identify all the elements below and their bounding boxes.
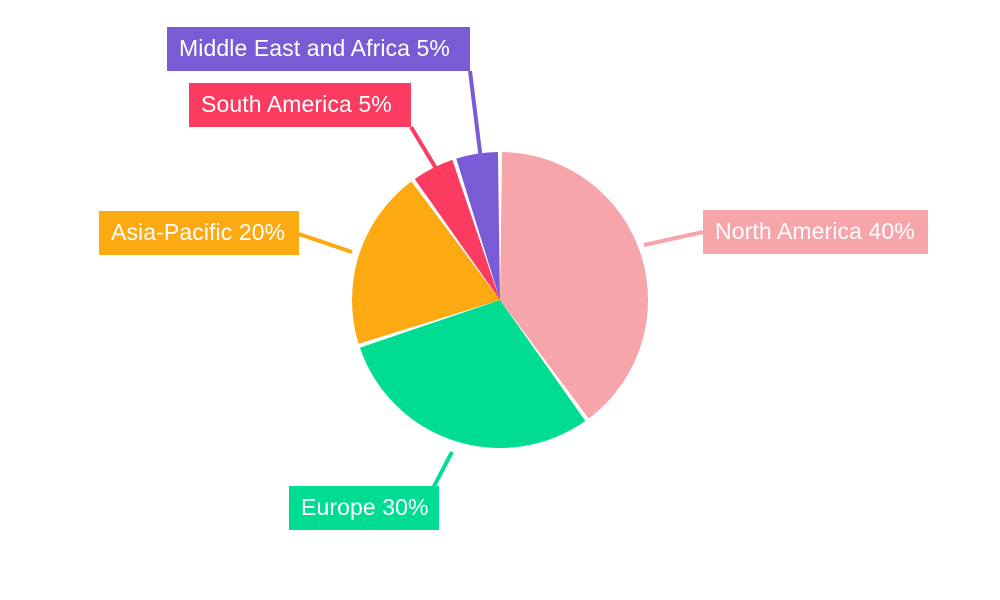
pie-slice-south-america[interactable] xyxy=(414,159,500,300)
leader-line-north-america xyxy=(643,230,704,247)
slice-label-middle-east-and-africa[interactable]: Middle East and Africa 5% xyxy=(167,27,470,71)
leader-line-europe xyxy=(430,451,454,491)
pie-slice-middle-east-and-africa[interactable] xyxy=(456,152,500,300)
slice-label-text: South America 5% xyxy=(201,90,392,117)
leader-line-asia-pacific xyxy=(298,232,353,254)
slice-label-text: Middle East and Africa 5% xyxy=(179,34,450,61)
pie-slices-group xyxy=(352,152,649,448)
slice-label-south-america[interactable]: South America 5% xyxy=(189,83,411,127)
slice-label-text: Asia-Pacific 20% xyxy=(111,218,286,245)
pie-slice-europe[interactable] xyxy=(359,300,586,448)
pie-slice-asia-pacific[interactable] xyxy=(352,181,500,344)
slice-label-asia-pacific[interactable]: Asia-Pacific 20% xyxy=(99,211,299,255)
slice-label-text: North America 40% xyxy=(715,217,915,244)
pie-slice-north-america[interactable] xyxy=(500,152,649,419)
leader-line-middle-east-and-africa xyxy=(468,70,483,161)
slice-label-text: Europe 30% xyxy=(301,493,429,520)
slice-label-north-america[interactable]: North America 40% xyxy=(703,210,928,254)
slice-label-europe[interactable]: Europe 30% xyxy=(289,486,439,530)
